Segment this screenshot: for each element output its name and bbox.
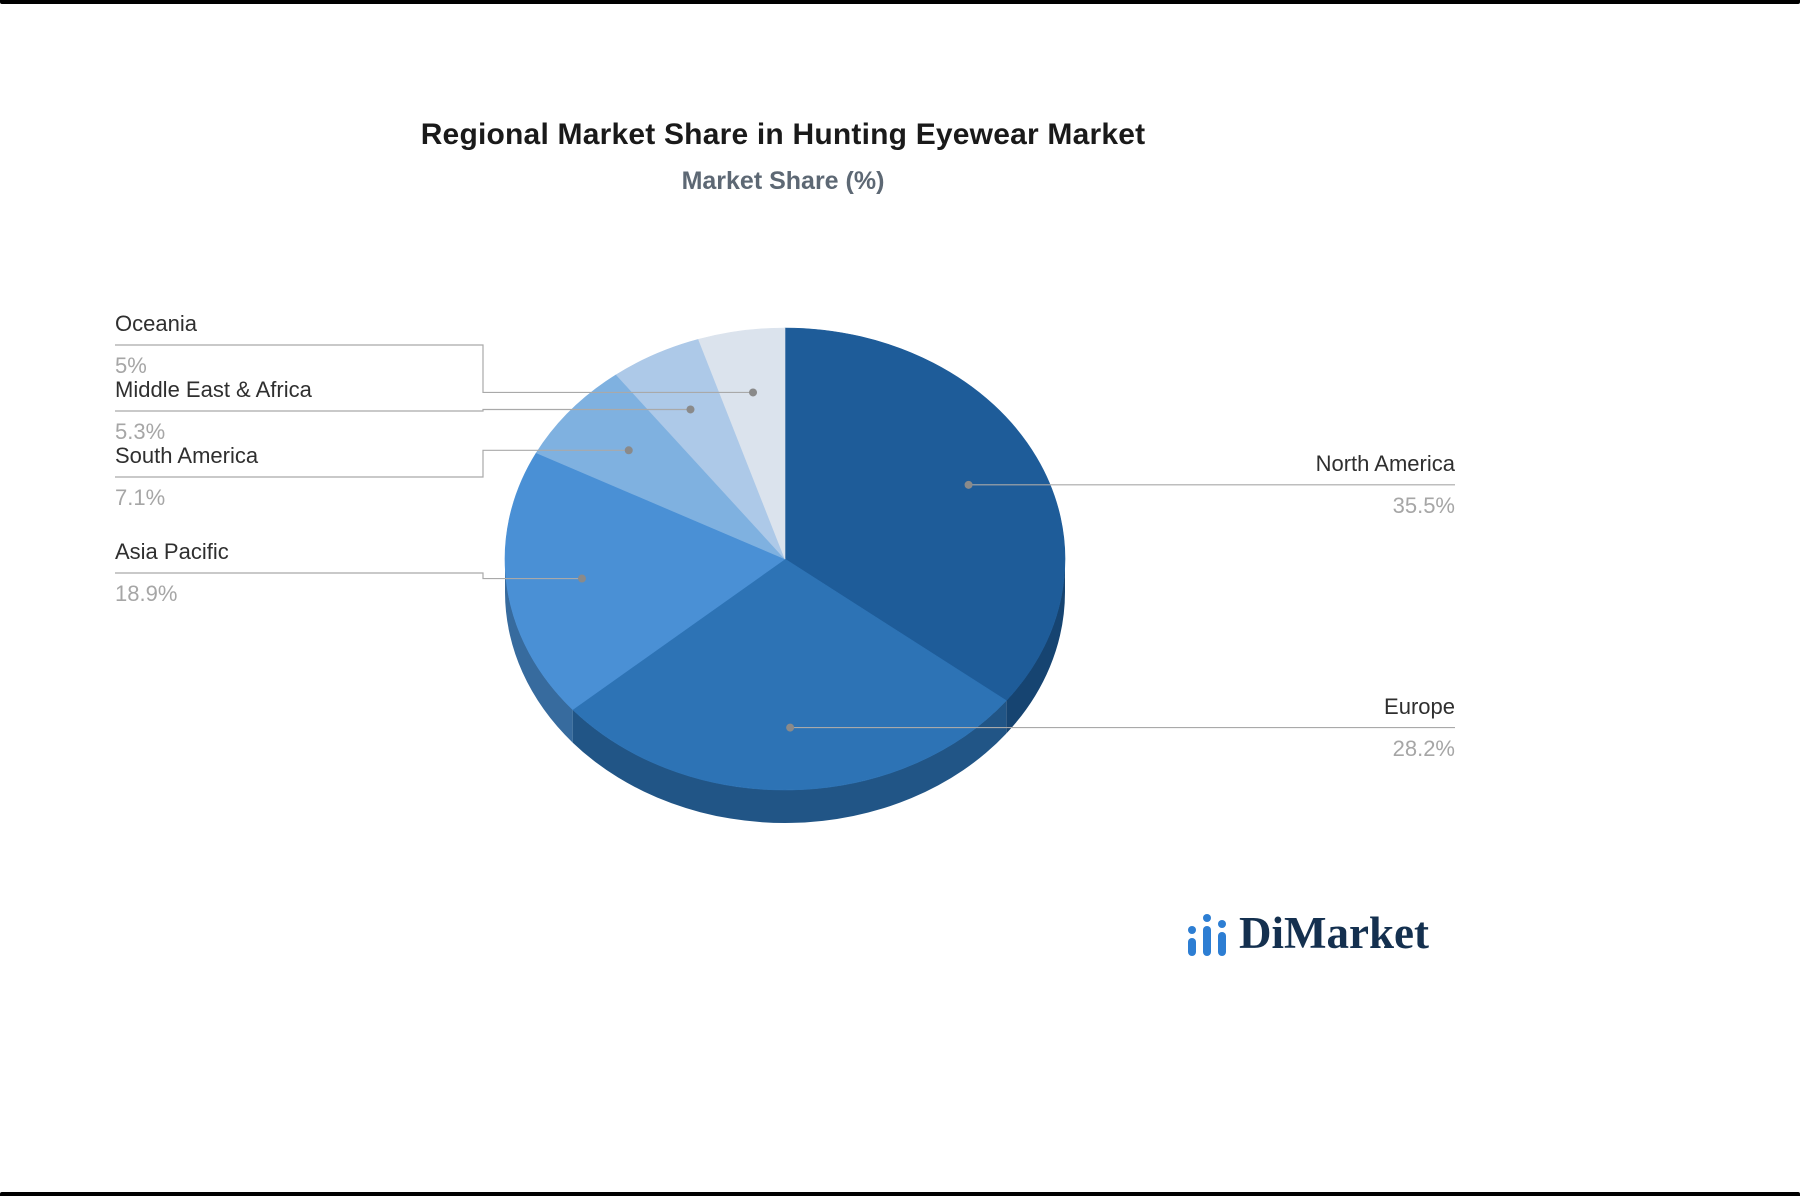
pie-slice-side-europe	[572, 700, 1007, 824]
dimarket-logo-text: DiMarket	[1239, 908, 1429, 958]
dimarket-logo: DiMarket	[1188, 906, 1429, 956]
pie-slice-north-america[interactable]	[784, 327, 1066, 701]
chart-title: Regional Market Share in Hunting Eyewear…	[420, 118, 1146, 151]
window-frame-bottom	[0, 1192, 1800, 1196]
leader-dot-europe	[786, 723, 795, 732]
pie-slice-europe[interactable]	[572, 558, 1007, 791]
leader-dot-middle-east-africa	[686, 405, 695, 414]
pie-slice-oceania[interactable]	[698, 327, 786, 560]
pie-slice-side-north-america	[1006, 559, 1065, 734]
pie-slice-side-asia-pacific	[505, 559, 573, 743]
leader-line-oceania	[115, 344, 754, 394]
dimarket-logo-icon	[1188, 914, 1226, 956]
leader-dot-south-america	[624, 446, 633, 455]
leader-line-asia-pacific	[115, 572, 582, 580]
leader-dot-asia-pacific	[577, 574, 586, 583]
chart-subtitle: Market Share (%)	[681, 167, 885, 195]
leader-dot-oceania	[749, 388, 758, 397]
leader-dot-north-america	[964, 480, 973, 489]
pie-slice-asia-pacific[interactable]	[504, 452, 786, 710]
window-frame-top	[0, 0, 1800, 4]
leader-line-middle-east-africa	[115, 408, 691, 412]
pie-slice-south-america[interactable]	[535, 374, 786, 560]
leader-line-south-america	[115, 449, 629, 478]
